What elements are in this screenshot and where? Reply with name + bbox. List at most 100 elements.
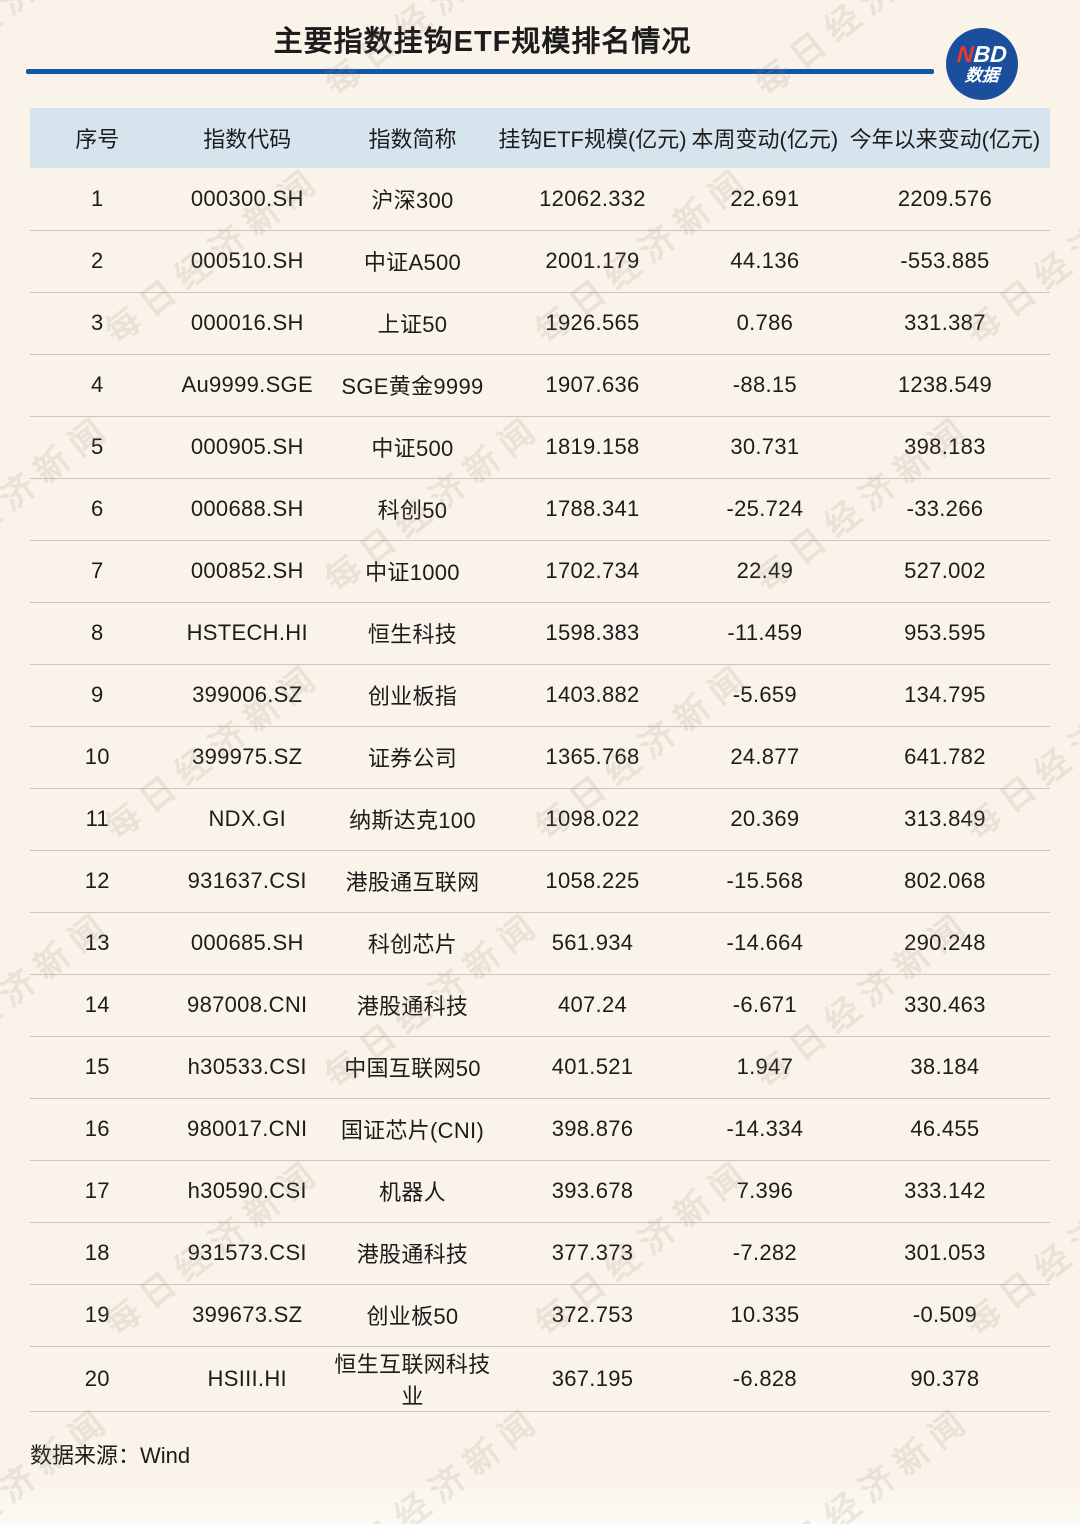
cell-etf-scale: 401.521 bbox=[551, 1054, 634, 1079]
cell-ytd-change: -553.885 bbox=[900, 248, 990, 273]
cell-serial: 17 bbox=[84, 1178, 110, 1203]
cell-etf-scale: 1598.383 bbox=[545, 620, 640, 645]
cell-index-code: 000510.SH bbox=[190, 248, 304, 273]
col-header-etf-scale: 挂钩ETF规模(亿元) bbox=[498, 127, 687, 152]
cell-serial: 4 bbox=[91, 372, 104, 397]
cell-weekly-change: -25.724 bbox=[726, 496, 804, 521]
cell-weekly-change: -14.664 bbox=[726, 930, 804, 955]
cell-weekly-change: 7.396 bbox=[736, 1178, 794, 1203]
cell-index-name: 证券公司 bbox=[367, 746, 458, 771]
cell-ytd-change: -33.266 bbox=[906, 496, 984, 521]
cell-ytd-change: 134.795 bbox=[904, 682, 986, 707]
cell-ytd-change: 90.378 bbox=[910, 1365, 980, 1391]
cell-index-code: 000852.SH bbox=[190, 558, 304, 583]
cell-serial: 7 bbox=[91, 558, 104, 583]
table-row: 5 000905.SH 中证500 1819.158 30.731 398.183 bbox=[30, 416, 1050, 478]
cell-ytd-change: 46.455 bbox=[910, 1116, 980, 1141]
cell-etf-scale: 1788.341 bbox=[545, 496, 640, 521]
cell-serial: 14 bbox=[84, 992, 110, 1017]
cell-index-code: Au9999.SGE bbox=[181, 372, 313, 397]
cell-index-code: 980017.CNI bbox=[187, 1116, 308, 1141]
cell-weekly-change: -14.334 bbox=[726, 1116, 804, 1141]
page-title: 主要指数挂钩ETF规模排名情况 bbox=[273, 26, 692, 58]
logo-letters-bd: BD bbox=[972, 40, 1008, 67]
table-row: 10 399975.SZ 证券公司 1365.768 24.877 641.782 bbox=[30, 726, 1050, 788]
cell-serial: 2 bbox=[91, 248, 104, 273]
table-row: 15 h30533.CSI 中国互联网50 401.521 1.947 38.184 bbox=[30, 1036, 1050, 1098]
cell-serial: 5 bbox=[91, 434, 104, 459]
cell-index-name: SGE黄金9999 bbox=[341, 374, 484, 399]
cell-etf-scale: 398.876 bbox=[551, 1116, 634, 1141]
cell-index-name: 创业板指 bbox=[367, 684, 458, 709]
cell-index-name: 港股通科技 bbox=[356, 1242, 469, 1267]
cell-ytd-change: 398.183 bbox=[904, 434, 986, 459]
cell-ytd-change: 641.782 bbox=[904, 744, 986, 769]
cell-ytd-change: 802.068 bbox=[904, 868, 986, 893]
cell-etf-scale: 1365.768 bbox=[545, 744, 640, 769]
cell-etf-scale: 1819.158 bbox=[545, 434, 640, 459]
cell-ytd-change: 1238.549 bbox=[897, 372, 992, 397]
cell-weekly-change: 24.877 bbox=[730, 744, 800, 769]
table-row: 14 987008.CNI 港股通科技 407.24 -6.671 330.463 bbox=[30, 974, 1050, 1036]
cell-index-code: 000905.SH bbox=[190, 434, 304, 459]
cell-weekly-change: -11.459 bbox=[727, 620, 803, 645]
cell-index-name: 中国互联网50 bbox=[344, 1056, 481, 1081]
cell-etf-scale: 1702.734 bbox=[545, 558, 640, 583]
table-row: 9 399006.SZ 创业板指 1403.882 -5.659 134.795 bbox=[30, 664, 1050, 726]
cell-weekly-change: -6.671 bbox=[732, 992, 797, 1017]
cell-serial: 12 bbox=[84, 868, 110, 893]
cell-etf-scale: 1098.022 bbox=[545, 806, 640, 831]
cell-etf-scale: 1926.565 bbox=[545, 310, 640, 335]
cell-weekly-change: 20.369 bbox=[730, 806, 800, 831]
cell-etf-scale: 1403.882 bbox=[545, 682, 640, 707]
table-row: 16 980017.CNI 国证芯片(CNI) 398.876 -14.334 46.45… bbox=[30, 1098, 1050, 1160]
cell-index-code: 000016.SH bbox=[190, 310, 304, 335]
etf-rank-table: 序号 指数代码 指数简称 挂钩ETF规模(亿元) 本周变动(亿元) 今年以来变动… bbox=[30, 108, 1050, 1412]
cell-serial: 13 bbox=[84, 930, 110, 955]
table-row: 13 000685.SH 科创芯片 561.934 -14.664 290.248 bbox=[30, 912, 1050, 974]
table-row: 12 931637.CSI 港股通互联网 1058.225 -15.568 802.068 bbox=[30, 850, 1050, 912]
cell-ytd-change: 38.184 bbox=[910, 1054, 980, 1079]
cell-index-name: 国证芯片(CNI) bbox=[340, 1118, 485, 1143]
cell-ytd-change: 330.463 bbox=[904, 992, 986, 1017]
cell-weekly-change: 22.49 bbox=[736, 558, 794, 583]
cell-weekly-change: -5.659 bbox=[732, 682, 797, 707]
cell-weekly-change: 44.136 bbox=[730, 248, 800, 273]
cell-ytd-change: 331.387 bbox=[904, 310, 986, 335]
table-row: 7 000852.SH 中证1000 1702.734 22.49 527.002 bbox=[30, 540, 1050, 602]
col-header-serial: 序号 bbox=[75, 127, 120, 152]
table-row: 19 399673.SZ 创业板50 372.753 10.335 -0.509 bbox=[30, 1284, 1050, 1346]
cell-index-name: 上证50 bbox=[377, 312, 448, 337]
cell-etf-scale: 1058.225 bbox=[545, 868, 640, 893]
logo-subtext: 数据 bbox=[964, 65, 1000, 85]
cell-weekly-change: -88.15 bbox=[732, 372, 797, 397]
cell-weekly-change: 0.786 bbox=[736, 310, 794, 335]
cell-etf-scale: 561.934 bbox=[551, 930, 634, 955]
cell-weekly-change: 22.691 bbox=[730, 185, 800, 211]
table-row: 6 000688.SH 科创50 1788.341 -25.724 -33.266 bbox=[30, 478, 1050, 540]
data-source: 数据来源：Wind bbox=[30, 1442, 191, 1468]
cell-serial: 19 bbox=[84, 1302, 110, 1327]
bottom-fade bbox=[0, 1476, 1080, 1524]
cell-etf-scale: 2001.179 bbox=[545, 248, 640, 273]
cell-serial: 18 bbox=[84, 1240, 110, 1265]
table-row: 18 931573.CSI 港股通科技 377.373 -7.282 301.053 bbox=[30, 1222, 1050, 1284]
table-row: 4 Au9999.SGE SGE黄金9999 1907.636 -88.15 1238.5… bbox=[30, 354, 1050, 416]
cell-index-name: 沪深300 bbox=[371, 187, 454, 213]
cell-index-code: HSTECH.HI bbox=[186, 620, 308, 645]
cell-index-code: 987008.CNI bbox=[187, 992, 308, 1017]
cell-index-code: 000688.SH bbox=[190, 496, 304, 521]
cell-etf-scale: 377.373 bbox=[551, 1240, 634, 1265]
cell-weekly-change: -7.282 bbox=[732, 1240, 797, 1265]
cell-serial: 20 bbox=[84, 1365, 110, 1391]
cell-serial: 1 bbox=[91, 185, 104, 211]
cell-index-code: 399673.SZ bbox=[192, 1302, 303, 1327]
cell-ytd-change: -0.509 bbox=[912, 1302, 978, 1327]
cell-index-name: 科创芯片 bbox=[367, 932, 458, 957]
table-row: 3 000016.SH 上证50 1926.565 0.786 331.387 bbox=[30, 292, 1050, 354]
cell-index-name: 港股通互联网 bbox=[345, 870, 480, 895]
nbd-logo: NBD 数据 bbox=[946, 28, 1018, 100]
cell-index-name: 中证1000 bbox=[365, 560, 460, 585]
table-row: 20 HSIII.HI 恒生互联网科技业 367.195 -6.828 90.378 bbox=[30, 1346, 1050, 1411]
cell-index-code: 000300.SH bbox=[190, 185, 304, 211]
